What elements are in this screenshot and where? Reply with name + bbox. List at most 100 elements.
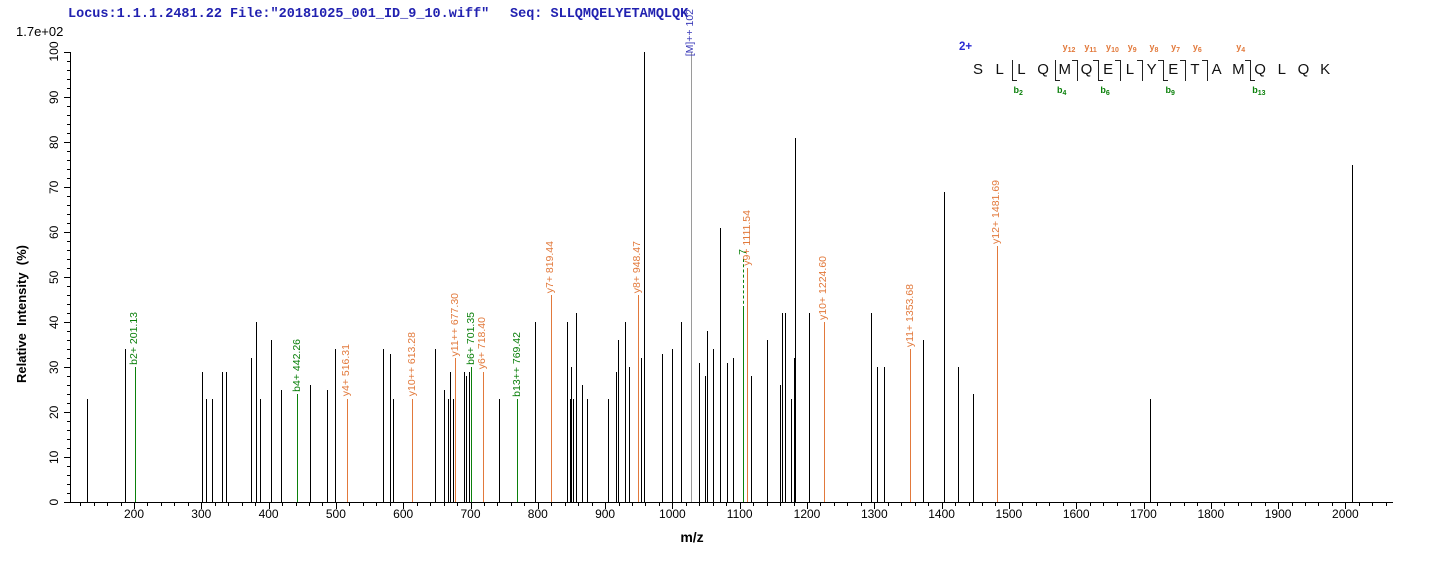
x-tick bbox=[322, 503, 324, 506]
x-tick bbox=[578, 503, 580, 506]
y-tick bbox=[67, 394, 70, 395]
peak bbox=[383, 349, 384, 502]
peak bbox=[705, 376, 707, 502]
x-tick bbox=[618, 503, 620, 506]
ion-number: 6 bbox=[1197, 47, 1202, 54]
y-ion-annotation: y10++ 613.28 bbox=[405, 332, 418, 397]
x-tick bbox=[632, 503, 634, 506]
header-sequence: Seq: SLLQMQELYETAMQLQK bbox=[510, 7, 689, 22]
cleavage-arm-bottom bbox=[1250, 80, 1256, 81]
intensity-scale-label: 1.7e+02 bbox=[16, 24, 64, 39]
x-tick bbox=[605, 503, 607, 509]
sequence-residue: K bbox=[1320, 61, 1331, 78]
b-ion-peak bbox=[471, 367, 473, 502]
x-tick-label: 1500 bbox=[995, 507, 1023, 521]
x-tick bbox=[376, 503, 378, 506]
y-ion-annotation: y8+ 948.47 bbox=[631, 240, 644, 293]
y-tick bbox=[67, 358, 70, 359]
x-tick bbox=[1251, 503, 1253, 506]
peak bbox=[719, 227, 721, 502]
x-tick bbox=[1358, 503, 1360, 506]
y-tick bbox=[67, 124, 70, 125]
y-ion-annotation: y7+ 819.44 bbox=[544, 240, 557, 293]
y-tick bbox=[67, 106, 70, 107]
x-tick bbox=[766, 503, 768, 506]
x-tick bbox=[1278, 503, 1280, 509]
y-ion-label: y12 bbox=[1062, 42, 1076, 54]
annotation-leader-dashed bbox=[743, 258, 745, 309]
cleavage-arm-top bbox=[1180, 60, 1186, 61]
y-ion-label: y11 bbox=[1084, 42, 1097, 54]
ion-number: 7 bbox=[1176, 47, 1181, 54]
peak bbox=[212, 398, 214, 502]
x-tick bbox=[995, 503, 997, 506]
y-tick bbox=[64, 52, 70, 53]
x-tick bbox=[174, 503, 176, 506]
y-ion-peak bbox=[637, 295, 639, 502]
peak bbox=[672, 349, 674, 502]
y-ion-peak bbox=[747, 268, 749, 502]
charge-state-label: 2+ bbox=[959, 41, 973, 53]
x-tick bbox=[955, 503, 957, 506]
y-ion-peak bbox=[412, 398, 414, 502]
ion-number: 2 bbox=[1019, 90, 1023, 97]
peak bbox=[785, 313, 787, 502]
x-tick bbox=[483, 503, 485, 506]
peak bbox=[125, 349, 127, 502]
x-tick-label: 1300 bbox=[860, 507, 888, 521]
peak bbox=[573, 398, 575, 502]
y-tick bbox=[67, 439, 70, 440]
x-tick bbox=[134, 503, 135, 509]
x-tick bbox=[941, 503, 943, 509]
y-tick bbox=[67, 304, 70, 305]
ion-number: 8 bbox=[1154, 47, 1159, 54]
x-tick bbox=[430, 503, 432, 506]
y-ion-peak bbox=[823, 322, 825, 502]
y-tick bbox=[67, 349, 70, 350]
ion-number: 13 bbox=[1257, 90, 1266, 97]
y-ion-label: y6 bbox=[1192, 42, 1202, 54]
y-tick bbox=[67, 88, 70, 89]
peak bbox=[1150, 398, 1152, 502]
y-ion-peak bbox=[910, 349, 912, 502]
peak bbox=[641, 358, 643, 502]
y-tick bbox=[67, 475, 70, 476]
x-tick-label: 500 bbox=[325, 507, 346, 521]
y-tick bbox=[67, 403, 70, 404]
x-tick bbox=[981, 503, 983, 506]
y-tick bbox=[67, 178, 70, 179]
sequence-residue: L bbox=[1277, 61, 1286, 78]
y-tick bbox=[67, 223, 70, 224]
x-tick bbox=[93, 503, 95, 506]
x-tick bbox=[1130, 503, 1132, 506]
ion-number: 9 bbox=[1132, 47, 1137, 54]
y-ion-label: y9 bbox=[1127, 42, 1137, 54]
x-tick bbox=[658, 503, 660, 506]
precursor-marker bbox=[690, 52, 692, 502]
peak bbox=[570, 398, 572, 502]
y-tick bbox=[64, 232, 70, 233]
peak bbox=[447, 398, 449, 502]
sequence-residue: L bbox=[1017, 61, 1026, 78]
y-tick bbox=[67, 268, 70, 269]
peak bbox=[782, 313, 784, 502]
y-tick bbox=[67, 79, 70, 80]
x-tick bbox=[214, 503, 216, 506]
y-ion-annotation: y11+ 1353.68 bbox=[903, 283, 916, 347]
y-tick bbox=[67, 70, 70, 71]
x-tick bbox=[403, 503, 405, 509]
x-tick bbox=[591, 503, 593, 506]
y-ion-annotation: y9+ 1111.54 bbox=[740, 210, 753, 266]
x-tick bbox=[187, 503, 189, 506]
y-tick bbox=[67, 205, 70, 206]
x-tick bbox=[780, 503, 782, 506]
x-tick bbox=[1305, 503, 1307, 506]
y-tick bbox=[67, 448, 70, 449]
peak bbox=[498, 398, 500, 502]
x-tick bbox=[807, 503, 808, 509]
peak bbox=[617, 340, 619, 502]
cleavage-arm-bottom bbox=[1054, 80, 1060, 81]
sequence-residue: Q bbox=[1297, 61, 1310, 78]
peak bbox=[335, 349, 337, 502]
sequence-residue: Y bbox=[1146, 61, 1157, 78]
